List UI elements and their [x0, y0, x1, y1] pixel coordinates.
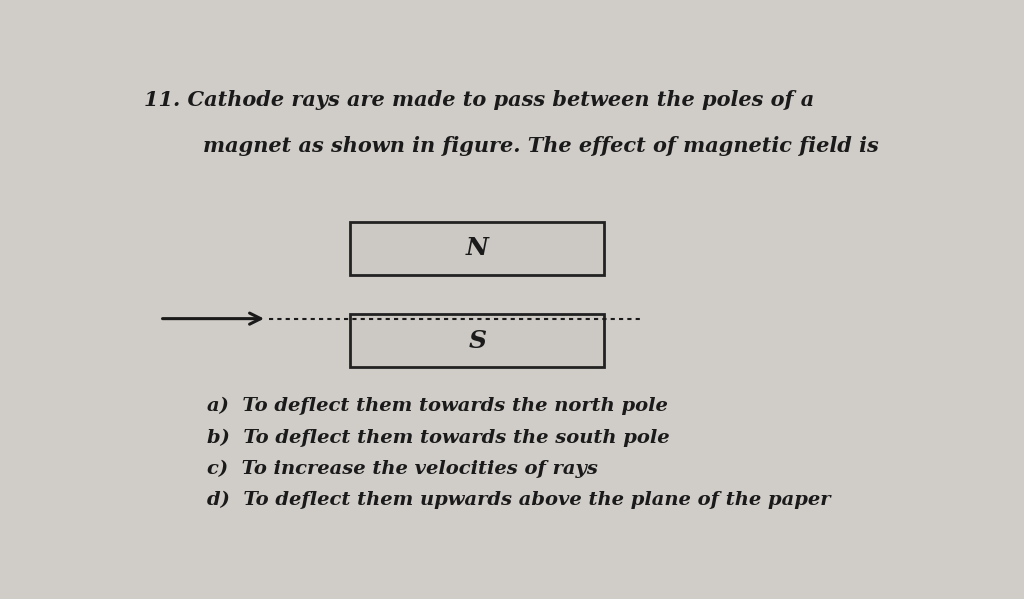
Text: a)  To deflect them towards the north pole: a) To deflect them towards the north pol…	[207, 397, 669, 415]
Text: d)  To deflect them upwards above the plane of the paper: d) To deflect them upwards above the pla…	[207, 491, 830, 509]
Text: magnet as shown in figure. The effect of magnetic field is: magnet as shown in figure. The effect of…	[204, 137, 880, 156]
Bar	[350, 314, 604, 367]
Text: 11. Cathode rays are made to pass between the poles of a: 11. Cathode rays are made to pass betwee…	[143, 90, 814, 110]
Bar	[350, 222, 604, 275]
Text: N: N	[466, 236, 488, 261]
Text: b)  To deflect them towards the south pole: b) To deflect them towards the south pol…	[207, 428, 670, 447]
Text: S: S	[468, 328, 486, 353]
Text: c)  To increase the velocities of rays: c) To increase the velocities of rays	[207, 460, 598, 478]
